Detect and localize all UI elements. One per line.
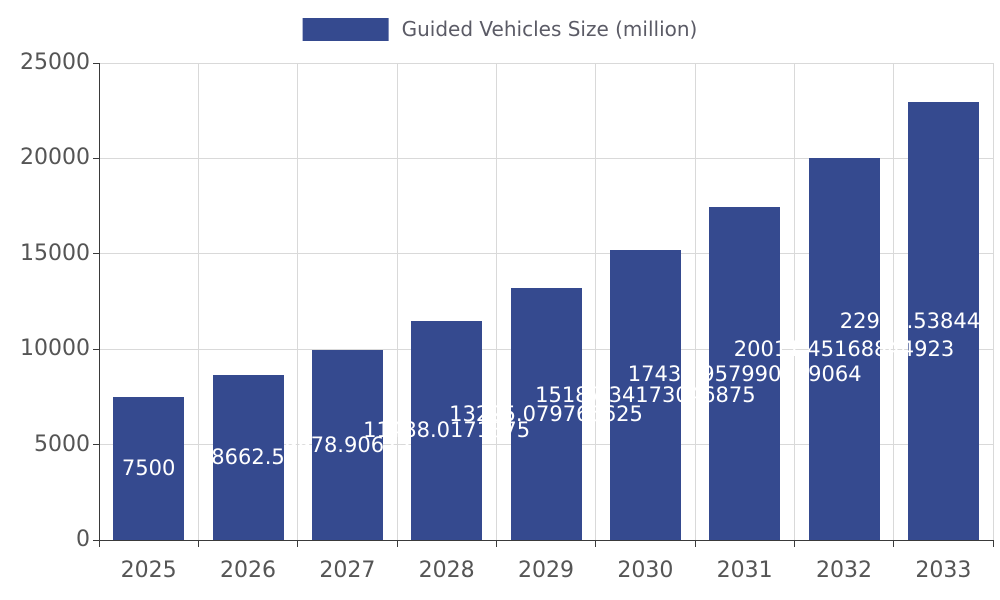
gridline-v — [396, 63, 398, 540]
legend-swatch — [302, 17, 389, 41]
y-tick-mark — [93, 253, 99, 255]
y-tick-label-0: 0 — [76, 527, 90, 552]
y-tick-label-25000: 25000 — [20, 50, 90, 75]
gridline-v — [992, 63, 994, 540]
x-tick-mark — [793, 541, 795, 547]
y-tick-mark — [93, 348, 99, 350]
gridline-h — [99, 62, 993, 64]
x-tick-label-2030: 2030 — [617, 558, 674, 583]
x-tick-label-2032: 2032 — [816, 558, 872, 583]
x-tick-mark — [297, 541, 299, 547]
x-tick-mark — [992, 541, 994, 547]
x-tick-label-2027: 2027 — [319, 558, 376, 583]
bar-2027 — [311, 349, 383, 540]
x-tick-label-2025: 2025 — [120, 558, 177, 583]
x-tick-mark — [893, 541, 895, 547]
bar-label-2033: 22967.5384413549 — [839, 308, 1000, 333]
bar-label-2029: 13225.079765625 — [449, 401, 643, 426]
x-tick-mark — [595, 541, 597, 547]
bar-2031 — [709, 207, 781, 540]
x-tick-label-2029: 2029 — [518, 558, 574, 583]
y-tick-mark — [93, 157, 99, 159]
gridline-v — [694, 63, 696, 540]
y-tick-label-15000: 15000 — [20, 240, 90, 266]
gridline-v — [893, 63, 895, 540]
y-tick-mark — [93, 62, 99, 64]
bar-label-2026: 8662.5 — [211, 445, 285, 470]
x-tick-mark — [197, 541, 199, 547]
y-tick-label-5000: 5000 — [34, 431, 90, 457]
gridline-v — [495, 63, 497, 540]
bar-2028 — [411, 320, 483, 540]
bar-label-2028: 11488.0171875 — [363, 418, 531, 443]
y-axis-line — [99, 63, 100, 541]
bar-2025 — [113, 396, 185, 540]
x-tick-mark — [396, 541, 398, 547]
bar-label-2032: 20011.45168844923 — [733, 337, 955, 362]
gridline-v — [297, 63, 299, 540]
bar-label-2027: 9978.90625 — [283, 432, 411, 457]
x-tick-mark — [98, 541, 100, 547]
legend-label: Guided Vehicles Size (million) — [401, 17, 698, 41]
y-tick-mark — [93, 539, 99, 541]
gridline-v — [793, 63, 795, 540]
bar-label-2025: 7500 — [121, 456, 176, 481]
bar-label-2031: 17433.957990139064 — [627, 361, 862, 386]
bar-2032 — [808, 158, 880, 540]
legend[interactable]: Guided Vehicles Size (million) — [302, 17, 698, 41]
x-tick-mark — [694, 541, 696, 547]
y-tick-label-10000: 10000 — [20, 336, 90, 362]
bar-2026 — [212, 374, 284, 540]
plot-area: 7500 8662.5 9978.90625 11488.0171875 13225.0… — [99, 62, 1000, 540]
x-tick-label-2033: 2033 — [915, 558, 972, 583]
gridline-v — [595, 63, 597, 540]
y-tick-mark — [93, 444, 99, 446]
x-tick-label-2031: 2031 — [716, 558, 773, 583]
y-tick-label-20000: 20000 — [20, 145, 90, 171]
bar-label-2030: 15187.34173046875 — [535, 383, 756, 408]
gridline-h — [99, 157, 993, 159]
gridline-h — [99, 253, 993, 255]
x-tick-mark — [495, 541, 497, 547]
bar-2029 — [510, 287, 582, 540]
x-axis-line — [99, 540, 994, 541]
bar-2033 — [907, 101, 979, 540]
x-tick-label-2026: 2026 — [220, 558, 276, 583]
x-tick-label-2028: 2028 — [418, 558, 475, 583]
bar-2030 — [609, 250, 681, 540]
gridline-v — [197, 63, 199, 540]
